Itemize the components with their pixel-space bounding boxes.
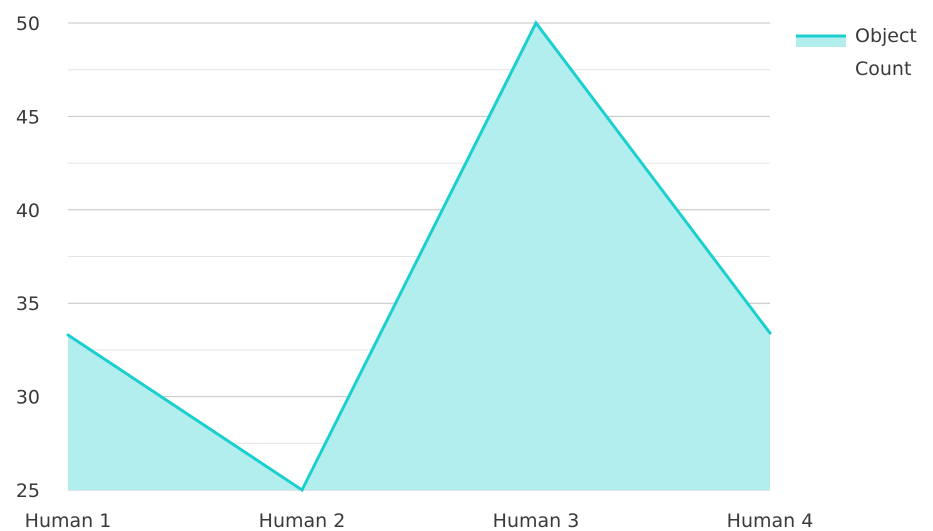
y-tick-label: 50 — [16, 13, 40, 35]
y-axis-ticks: 25 30 35 40 45 50 — [16, 13, 40, 502]
data-point — [534, 21, 538, 25]
data-point — [768, 331, 772, 335]
y-tick-label: 25 — [16, 480, 40, 502]
x-tick-label: Human 3 — [493, 510, 580, 531]
y-tick-label: 30 — [16, 387, 40, 409]
legend: Object Count — [796, 25, 917, 80]
legend-label: Count — [855, 58, 911, 80]
x-tick-label: Human 2 — [259, 510, 346, 531]
x-tick-label: Human 1 — [25, 510, 112, 531]
x-axis-ticks: Human 1 Human 2 Human 3 Human 4 — [25, 510, 814, 531]
y-tick-label: 40 — [16, 200, 40, 222]
legend-label: Object — [855, 25, 917, 47]
data-point — [300, 488, 304, 492]
data-points — [66, 21, 772, 492]
x-tick-label: Human 4 — [727, 510, 814, 531]
y-tick-label: 45 — [16, 106, 40, 128]
legend-swatch — [796, 36, 846, 47]
y-tick-label: 35 — [16, 293, 40, 315]
data-point — [66, 333, 70, 337]
series-line — [67, 20, 772, 493]
